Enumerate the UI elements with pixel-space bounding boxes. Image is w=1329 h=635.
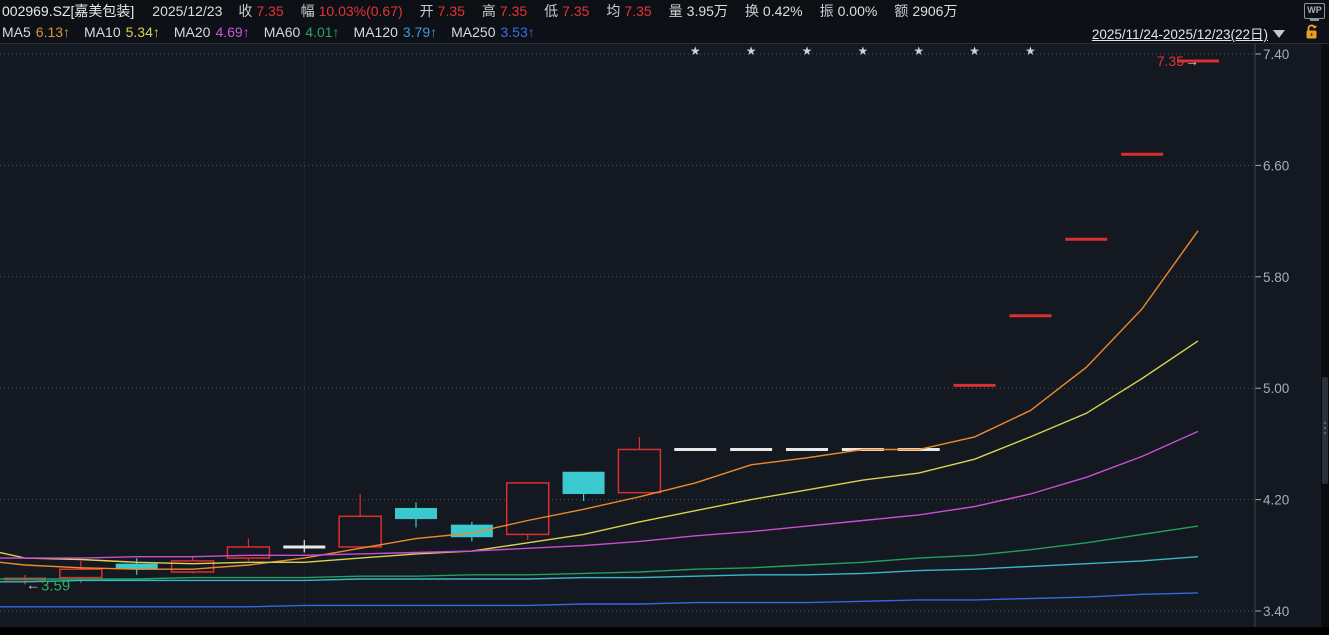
ma60-line xyxy=(0,525,1199,580)
event-star-icon[interactable]: ★ xyxy=(746,44,757,58)
quote-stats: 收 7.35 幅 10.03%(0.67) 开 7.35 高 7.35 低 7.35 均 7.35 量 3… xyxy=(238,1,974,21)
scrollbar-grip-dot xyxy=(1324,422,1326,424)
bottom-strip xyxy=(0,627,1329,635)
last-price-label: 7.35 xyxy=(1157,53,1184,69)
ma-value: 3.79↑ xyxy=(402,24,438,40)
ma-value: 3.53↑ xyxy=(500,24,535,40)
ma-legend-item-MA60: MA60 4.01↑ xyxy=(264,24,340,40)
ma-label: MA120 xyxy=(353,24,398,40)
quote-header: 002969.SZ[嘉美包装] 2025/12/23 收 7.35 幅 10.03%(… xyxy=(0,0,1329,21)
stat-value: 2906万 xyxy=(912,2,958,19)
ma5-line xyxy=(0,230,1199,570)
candle-2025/11/28[interactable] xyxy=(226,538,271,561)
ma-label: MA20 xyxy=(173,24,211,40)
ma20-line xyxy=(0,430,1199,559)
date-range-selector[interactable]: 2025/11/24-2025/12/23(22日) xyxy=(1092,23,1285,43)
stat-收: 收 7.35 xyxy=(238,1,283,21)
stat-label: 换 xyxy=(744,2,759,19)
ma120-line xyxy=(0,556,1199,583)
ma-value: 5.34↑ xyxy=(125,24,160,40)
ma-value: 4.01↑ xyxy=(305,24,340,40)
ma-label: MA250 xyxy=(451,24,496,40)
stat-label: 振 xyxy=(819,2,834,19)
ma-legend-item-MA10: MA10 5.34↑ xyxy=(84,24,160,40)
event-star-icon[interactable]: ★ xyxy=(857,44,868,58)
scrollbar-grip-dot xyxy=(1324,432,1326,434)
ma-legend-item-MA120: MA120 3.79↑ xyxy=(354,24,438,40)
stat-振: 振 0.00% xyxy=(820,1,878,21)
stat-低: 低 7.35 xyxy=(544,1,589,21)
last-price-arrow-icon: → xyxy=(1185,53,1199,69)
candle-2025/12/01[interactable] xyxy=(283,539,326,553)
candle-2025/12/05[interactable] xyxy=(505,482,550,540)
stat-value: 7.35 xyxy=(256,2,284,19)
event-star-icon[interactable]: ★ xyxy=(690,44,701,58)
event-star-icon[interactable]: ★ xyxy=(969,44,980,58)
scrollbar-thumb[interactable] xyxy=(1322,377,1328,484)
ma-legend: MA5 6.13↑ MA10 5.34↑ MA20 4.69↑ MA60 4.01↑ MA120… xyxy=(2,24,549,40)
event-star-icon[interactable]: ★ xyxy=(913,44,924,58)
stat-均: 均 7.35 xyxy=(606,1,651,21)
unlock-icon[interactable] xyxy=(1304,24,1319,43)
stat-value: 3.95万 xyxy=(686,2,728,19)
stat-开: 开 7.35 xyxy=(420,1,465,21)
stat-label: 均 xyxy=(606,2,621,19)
stat-换: 换 0.42% xyxy=(745,1,803,21)
stat-value: 7.35 xyxy=(437,2,465,19)
stat-label: 低 xyxy=(544,2,559,19)
stat-额: 额 2906万 xyxy=(894,1,957,21)
candle-2025/11/27[interactable] xyxy=(170,556,215,574)
stat-量: 量 3.95万 xyxy=(669,1,728,21)
stat-幅: 幅 10.03%(0.67) xyxy=(301,1,403,21)
y-axis-label: 4.20 xyxy=(1263,493,1289,508)
y-axis-label: 5.00 xyxy=(1263,381,1289,396)
y-axis-label: 6.60 xyxy=(1263,158,1289,173)
lowest-price-label: 3.59 xyxy=(41,578,70,595)
ma-legend-item-MA250: MA250 3.53↑ xyxy=(451,24,535,40)
candle-2025/12/03[interactable] xyxy=(394,502,437,528)
chevron-down-icon[interactable] xyxy=(1273,30,1285,38)
ma-legend-item-MA5: MA5 6.13↑ xyxy=(2,24,70,40)
stat-label: 高 xyxy=(481,2,496,19)
y-axis-label: 3.40 xyxy=(1263,604,1289,619)
stat-value: 7.35 xyxy=(562,2,590,19)
ma-label: MA60 xyxy=(263,24,301,40)
stat-label: 额 xyxy=(894,2,909,19)
candle-2025/11/26[interactable] xyxy=(115,558,158,575)
stat-value: 0.42% xyxy=(762,2,803,19)
right-scrollbar[interactable] xyxy=(1321,43,1329,627)
ma-value: 6.13↑ xyxy=(35,24,71,40)
ma-bar: MA5 6.13↑ MA10 5.34↑ MA20 4.69↑ MA60 4.01↑ MA120… xyxy=(0,21,1329,44)
stat-高: 高 7.35 xyxy=(482,1,527,21)
date-range-text[interactable]: 2025/11/24-2025/12/23(22日) xyxy=(1091,27,1268,42)
stat-value: 10.03%(0.67) xyxy=(318,2,403,19)
stat-label: 开 xyxy=(419,2,434,19)
quote-date: 2025/12/23 xyxy=(152,2,223,19)
stat-label: 收 xyxy=(238,2,253,19)
ma-legend-item-MA20: MA20 4.69↑ xyxy=(174,24,250,40)
ma-label: MA5 xyxy=(2,24,31,40)
stat-label: 幅 xyxy=(300,2,315,19)
ma-label: MA10 xyxy=(84,24,121,40)
stock-title: 002969.SZ[嘉美包装] xyxy=(2,2,135,19)
ma10-line xyxy=(0,340,1199,565)
kline-chart[interactable]: 7.40 6.60 5.80 5.00 4.20 3.40 ★ ★ ★ ★ ★ ★ ★ ← 3.59 7.35… xyxy=(0,43,1329,635)
ma250-line xyxy=(0,592,1199,608)
scrollbar-grip-dot xyxy=(1324,427,1326,429)
y-axis-label: 7.40 xyxy=(1263,47,1289,62)
candle-2025/12/09[interactable] xyxy=(617,436,662,494)
chart-background xyxy=(0,43,1329,635)
ma-value: 4.69↑ xyxy=(215,24,250,40)
stat-label: 量 xyxy=(668,2,683,19)
y-axis-label: 5.80 xyxy=(1263,270,1289,285)
event-star-icon[interactable]: ★ xyxy=(802,44,813,58)
candle-2025/12/02[interactable] xyxy=(338,494,382,549)
stat-value: 7.35 xyxy=(624,2,652,19)
stat-value: 0.00% xyxy=(837,2,878,19)
low-arrow-icon: ← xyxy=(26,577,40,593)
event-star-icon[interactable]: ★ xyxy=(1025,44,1036,58)
wp-logo-icon: WP xyxy=(1304,3,1325,21)
stat-value: 7.35 xyxy=(499,2,528,19)
candle-2025/12/08[interactable] xyxy=(562,471,605,501)
